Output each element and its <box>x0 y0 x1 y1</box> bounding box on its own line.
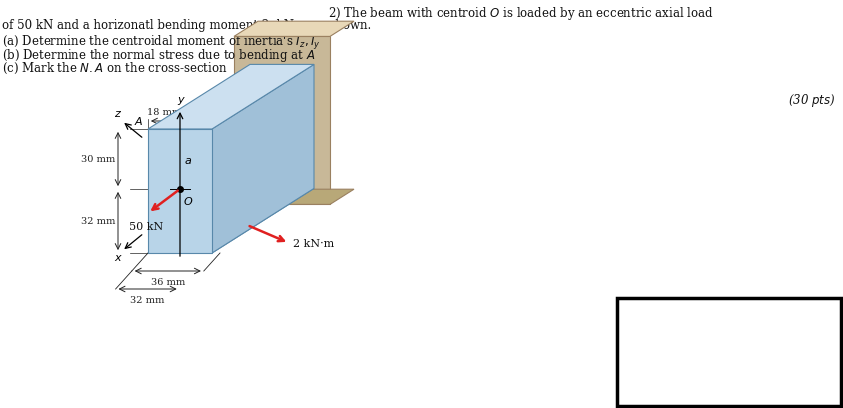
Text: (c) Mark the $N.A$ on the cross-section: (c) Mark the $N.A$ on the cross-section <box>2 61 228 76</box>
Text: $z$: $z$ <box>114 109 122 119</box>
Text: $y$: $y$ <box>176 95 185 107</box>
Text: 32 mm: 32 mm <box>131 296 164 305</box>
Text: $x$: $x$ <box>114 253 122 263</box>
Text: 30 mm: 30 mm <box>81 155 115 164</box>
Polygon shape <box>234 36 330 204</box>
Polygon shape <box>148 129 212 253</box>
Polygon shape <box>212 64 314 253</box>
Text: 2) The beam with centroid $O$ is loaded by an eccentric axial load: 2) The beam with centroid $O$ is loaded … <box>328 5 714 22</box>
Text: 18 mm: 18 mm <box>147 108 181 117</box>
Text: (a) Determine the centroidal moment of inertia's $\bar{I}_z, \bar{I}_y$: (a) Determine the centroidal moment of i… <box>2 33 320 53</box>
Text: 32 mm: 32 mm <box>81 217 115 226</box>
Text: 36 mm: 36 mm <box>151 278 185 287</box>
Polygon shape <box>234 189 354 204</box>
Text: $A$: $A$ <box>133 115 143 127</box>
Text: (30 $pts$): (30 $pts$) <box>788 92 836 109</box>
Polygon shape <box>234 21 354 36</box>
Text: $O$: $O$ <box>183 195 193 207</box>
Text: of 50 kN and a horizonatl bending moment 2  kN·m as shown.: of 50 kN and a horizonatl bending moment… <box>2 19 371 32</box>
Text: $a$: $a$ <box>184 156 192 166</box>
Text: 50 kN: 50 kN <box>129 222 164 232</box>
Text: 2 kN·m: 2 kN·m <box>293 239 335 249</box>
Text: (b) Determine the normal stress due to bending at $A$: (b) Determine the normal stress due to b… <box>2 47 315 64</box>
Polygon shape <box>148 188 314 253</box>
Polygon shape <box>148 64 314 129</box>
FancyBboxPatch shape <box>617 298 841 406</box>
